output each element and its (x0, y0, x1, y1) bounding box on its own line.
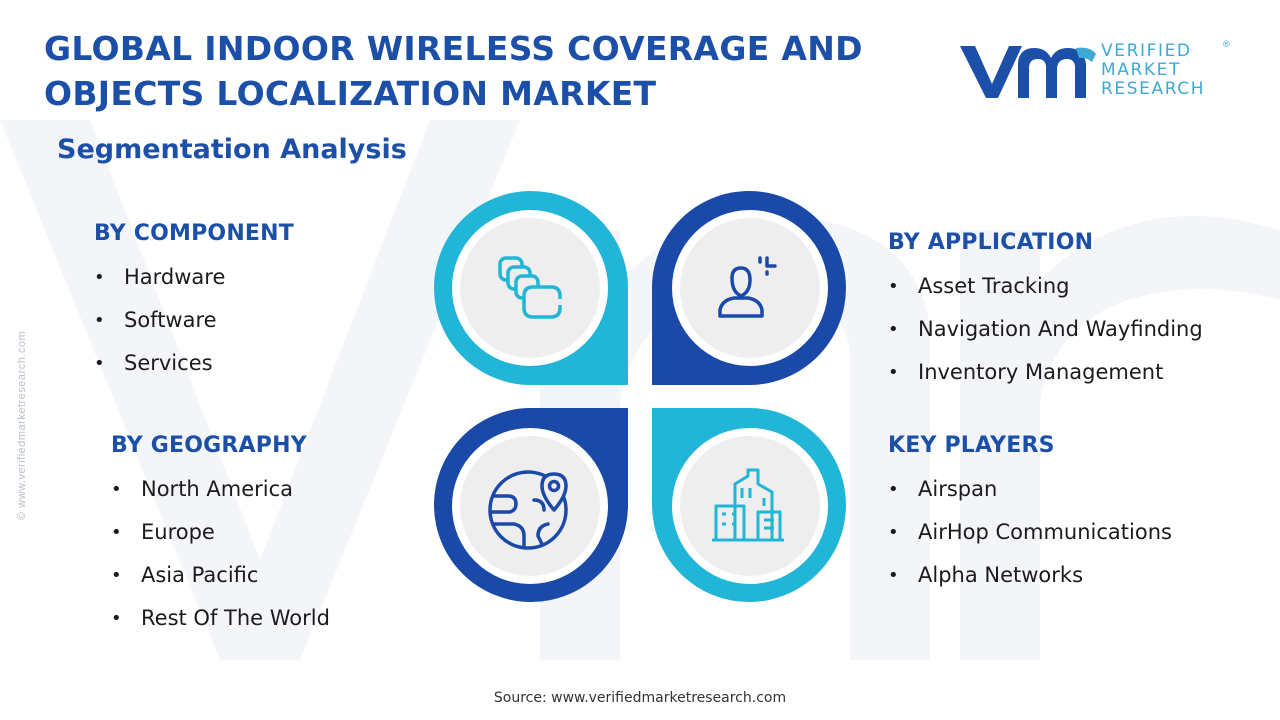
logo-line-2: MARKET (1101, 60, 1181, 80)
city-buildings-icon (712, 468, 784, 542)
list-item: Airspan (888, 468, 1172, 511)
logo-wordmark: VERIFIED MARKET RESEARCH (1101, 42, 1205, 99)
segment-heading: KEY PLAYERS (888, 433, 1055, 458)
user-target-icon (718, 256, 777, 318)
list-item: AirHop Communications (888, 511, 1172, 554)
petal-bottom-left (434, 408, 628, 602)
list-item: Hardware (94, 256, 294, 299)
company-logo: VERIFIED MARKET RESEARCH ® (958, 39, 1230, 102)
layered-cards-icon (498, 256, 562, 319)
list-item: Inventory Management (888, 351, 1203, 394)
segment-petal-graphic (434, 191, 846, 602)
segment-list: Hardware Software Services (94, 256, 294, 385)
list-item: Navigation And Wayfinding (888, 308, 1203, 351)
list-item: Asia Pacific (111, 554, 330, 597)
segment-heading: BY COMPONENT (94, 221, 294, 246)
registered-mark: ® (1223, 39, 1230, 49)
list-item: North America (111, 468, 330, 511)
globe-location-icon (488, 470, 568, 550)
segment-heading: BY APPLICATION (888, 230, 1094, 255)
segment-by-geography: BY GEOGRAPHY North America Europe Asia P… (111, 433, 330, 640)
vmr-logo-mark-icon (960, 46, 1096, 98)
segment-heading: BY GEOGRAPHY (111, 433, 307, 458)
page-title: GLOBAL INDOOR WIRELESS COVERAGE AND OBJE… (44, 26, 864, 116)
title-line-1: GLOBAL INDOOR WIRELESS COVERAGE AND (44, 29, 863, 68)
section-subtitle: Segmentation Analysis (57, 134, 407, 165)
segment-by-application: BY APPLICATION Asset Tracking Navigation… (888, 230, 1203, 394)
list-item: Europe (111, 511, 330, 554)
petal-bottom-right (652, 408, 846, 602)
list-item: Services (94, 342, 294, 385)
side-watermark-url: © www.verifiedmarketresearch.com (16, 330, 28, 520)
segment-list: Asset Tracking Navigation And Wayfinding… (888, 265, 1203, 394)
segment-by-component: BY COMPONENT Hardware Software Services (94, 221, 294, 385)
list-item: Asset Tracking (888, 265, 1203, 308)
logo-line-1: VERIFIED (1101, 41, 1192, 61)
list-item: Rest Of The World (111, 597, 330, 640)
list-item: Software (94, 299, 294, 342)
source-footer: Source: www.verifiedmarketresearch.com (493, 690, 787, 706)
segment-list: North America Europe Asia Pacific Rest O… (111, 468, 330, 640)
title-line-2: OBJECTS LOCALIZATION MARKET (44, 74, 657, 113)
segment-key-players: KEY PLAYERS Airspan AirHop Communication… (888, 433, 1172, 597)
list-item: Alpha Networks (888, 554, 1172, 597)
logo-line-3: RESEARCH (1101, 79, 1206, 99)
segment-list: Airspan AirHop Communications Alpha Netw… (888, 468, 1172, 597)
